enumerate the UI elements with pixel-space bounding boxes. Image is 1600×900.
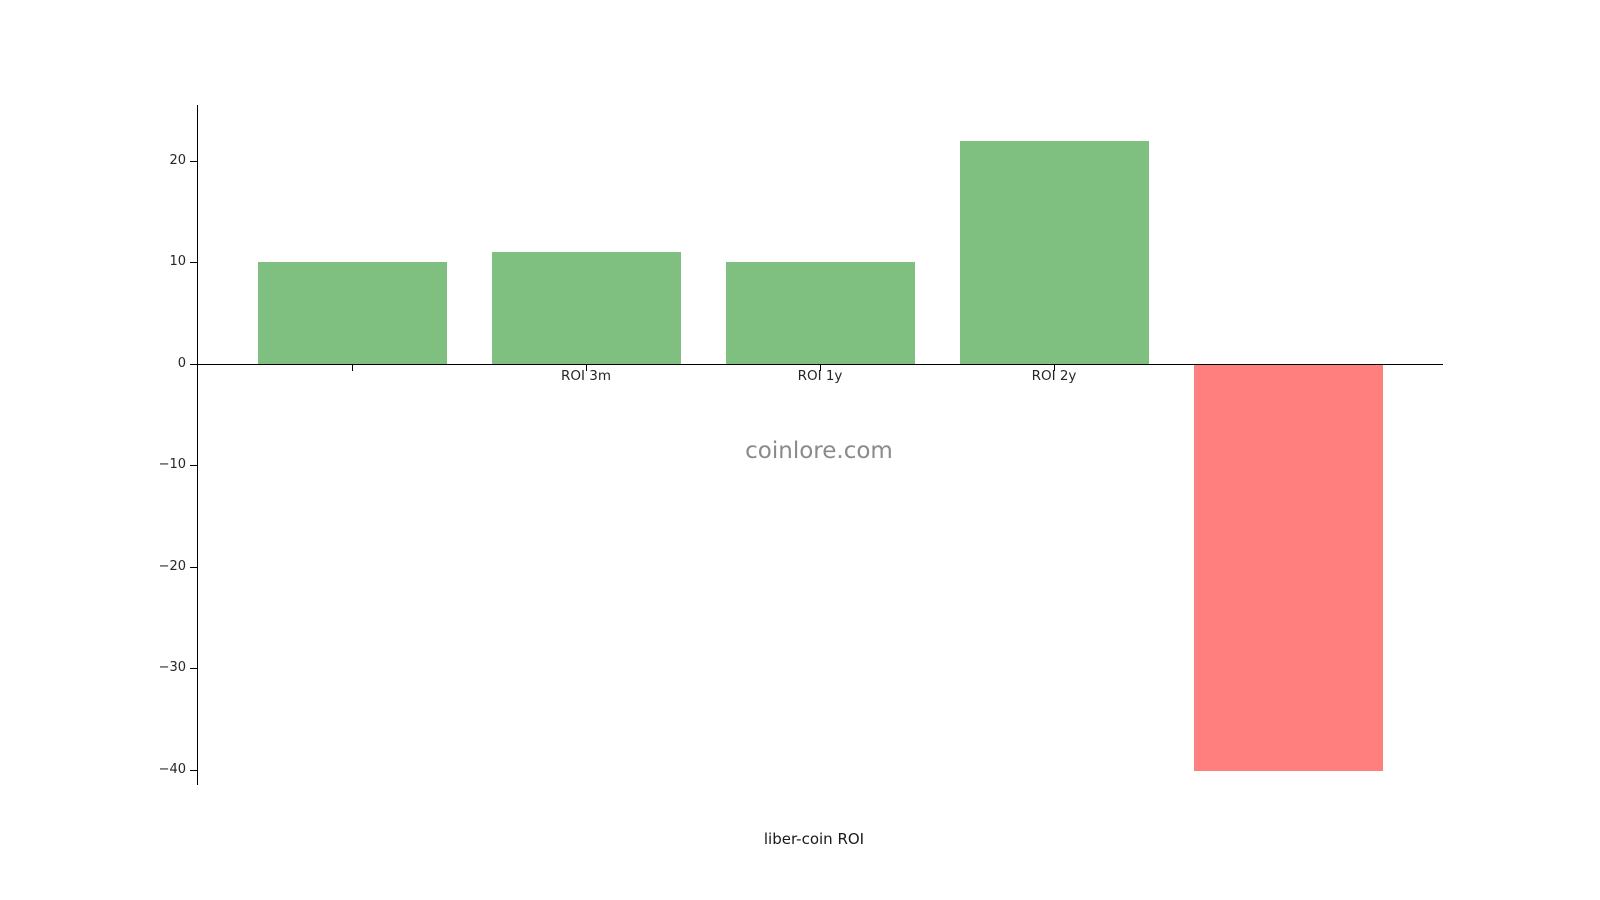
y-tick-label: −40 [158, 762, 186, 777]
y-tick-mark [190, 567, 197, 568]
y-tick-mark [190, 161, 197, 162]
y-tick-label: 0 [177, 356, 186, 371]
x-tick-mark [820, 364, 821, 371]
bar-0 [257, 262, 447, 364]
bar-3-roi-2y [959, 140, 1149, 364]
y-tick-mark [190, 262, 197, 263]
x-tick-label: ROI 1y [797, 368, 843, 384]
bar-4 [1193, 364, 1383, 771]
y-tick-mark [190, 770, 197, 771]
x-tick-mark [352, 364, 353, 371]
bar-2-roi-1y [725, 262, 915, 364]
y-tick-label: −20 [158, 559, 186, 574]
x-tick-label: ROI 2y [1031, 368, 1077, 384]
bar-1-roi-3m [491, 252, 681, 364]
x-tick-label: ROI 3m [560, 368, 612, 384]
y-tick-mark [190, 668, 197, 669]
y-tick-mark [190, 465, 197, 466]
y-tick-label: −30 [158, 660, 186, 675]
x-tick-mark [586, 364, 587, 371]
y-tick-label: 20 [169, 153, 186, 168]
watermark-text: coinlore.com [745, 438, 893, 464]
chart-title: liber-coin ROI [763, 830, 865, 848]
x-tick-mark [1054, 364, 1055, 371]
y-tick-label: 10 [169, 254, 186, 269]
y-tick-mark [190, 364, 197, 365]
y-tick-label: −10 [158, 457, 186, 472]
y-axis-spine [197, 105, 198, 785]
